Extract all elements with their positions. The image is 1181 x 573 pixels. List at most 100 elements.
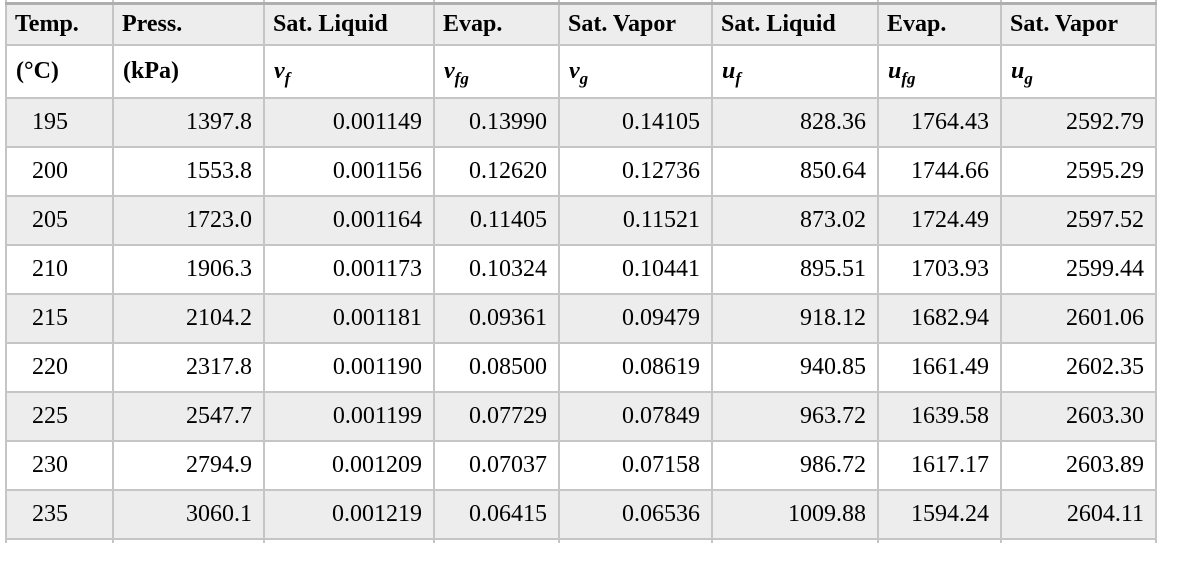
column-header: Sat. Liquid xyxy=(711,2,879,46)
data-cell: 2603.30 xyxy=(1000,391,1157,442)
data-cell: 0.10324 xyxy=(433,244,560,295)
data-cell: 0.08500 xyxy=(433,342,560,393)
data-cell: 1397.8 xyxy=(112,97,265,148)
column-header: Evap. xyxy=(433,2,560,46)
temperature-cell: 200 xyxy=(5,146,114,197)
property-symbol: vfg xyxy=(444,58,469,88)
data-cell: 2595.29 xyxy=(1000,146,1157,197)
column-symbol: vg xyxy=(558,44,713,99)
data-cell: 2597.52 xyxy=(1000,195,1157,246)
data-cell: 0.13990 xyxy=(433,97,560,148)
data-cell: 0.001209 xyxy=(263,440,435,491)
temperature-cell: 230 xyxy=(5,440,114,491)
data-cell: 0.11405 xyxy=(433,195,560,246)
data-cell: 1906.3 xyxy=(112,244,265,295)
table-header: Temp. Press. Sat. Liquid Evap. Sat. Vapor Sat… xyxy=(5,0,1157,99)
data-cell: 1594.24 xyxy=(877,489,1002,540)
table-body: 195 1397.8 0.001149 0.13990 0.14105 828.36 176… xyxy=(5,97,1157,543)
data-cell: 1723.0 xyxy=(112,195,265,246)
data-cell: 0.001199 xyxy=(263,391,435,442)
data-cell: 0.11521 xyxy=(558,195,713,246)
data-cell: 0.001190 xyxy=(263,342,435,393)
clipped-cell xyxy=(433,538,560,543)
column-header: Sat. Vapor xyxy=(558,2,713,46)
data-cell: 963.72 xyxy=(711,391,879,442)
header-label-row: Temp. Press. Sat. Liquid Evap. Sat. Vapor Sat… xyxy=(5,2,1157,46)
property-symbol: ug xyxy=(1011,58,1033,88)
data-cell: 1617.17 xyxy=(877,440,1002,491)
property-symbol: ufg xyxy=(888,58,916,88)
table-row: 195 1397.8 0.001149 0.13990 0.14105 828.36 176… xyxy=(5,97,1157,148)
saturated-water-table: Temp. Press. Sat. Liquid Evap. Sat. Vapor Sat… xyxy=(5,0,1157,543)
data-cell: 0.07849 xyxy=(558,391,713,442)
data-cell: 2547.7 xyxy=(112,391,265,442)
symbol-subscript: g xyxy=(1024,68,1033,88)
clipped-cell xyxy=(711,538,879,543)
data-cell: 1724.49 xyxy=(877,195,1002,246)
data-cell: 986.72 xyxy=(711,440,879,491)
data-cell: 2602.35 xyxy=(1000,342,1157,393)
column-header: Sat. Vapor xyxy=(1000,2,1157,46)
data-cell: 3060.1 xyxy=(112,489,265,540)
table-row: 230 2794.9 0.001209 0.07037 0.07158 986.72 161… xyxy=(5,440,1157,491)
temperature-cell: 215 xyxy=(5,293,114,344)
temperature-cell: 210 xyxy=(5,244,114,295)
data-cell: 2592.79 xyxy=(1000,97,1157,148)
data-cell: 2104.2 xyxy=(112,293,265,344)
column-header: Evap. xyxy=(877,2,1002,46)
header-symbol-row: (°C) (kPa) vf vfg vg uf ufg ug xyxy=(5,44,1157,99)
data-cell: 2603.89 xyxy=(1000,440,1157,491)
data-cell: 0.07158 xyxy=(558,440,713,491)
clipped-cell xyxy=(112,538,265,543)
data-cell: 2599.44 xyxy=(1000,244,1157,295)
symbol-subscript: f xyxy=(735,68,742,88)
clipped-cell xyxy=(263,538,435,543)
data-cell: 0.001164 xyxy=(263,195,435,246)
table-row: 225 2547.7 0.001199 0.07729 0.07849 963.72 163… xyxy=(5,391,1157,442)
data-cell: 2317.8 xyxy=(112,342,265,393)
data-cell: 0.06415 xyxy=(433,489,560,540)
table-row: 220 2317.8 0.001190 0.08500 0.08619 940.85 166… xyxy=(5,342,1157,393)
column-symbol: vfg xyxy=(433,44,560,99)
column-unit: (°C) xyxy=(5,44,114,99)
temperature-cell: 195 xyxy=(5,97,114,148)
data-cell: 1703.93 xyxy=(877,244,1002,295)
data-cell: 1009.88 xyxy=(711,489,879,540)
data-cell: 0.07037 xyxy=(433,440,560,491)
data-cell: 1764.43 xyxy=(877,97,1002,148)
column-header: Press. xyxy=(112,2,265,46)
data-cell: 940.85 xyxy=(711,342,879,393)
data-cell: 0.06536 xyxy=(558,489,713,540)
column-symbol: uf xyxy=(711,44,879,99)
data-cell: 1553.8 xyxy=(112,146,265,197)
data-cell: 895.51 xyxy=(711,244,879,295)
data-cell: 828.36 xyxy=(711,97,879,148)
data-cell: 1682.94 xyxy=(877,293,1002,344)
temperature-cell: 220 xyxy=(5,342,114,393)
data-cell: 1661.49 xyxy=(877,342,1002,393)
data-cell: 1639.58 xyxy=(877,391,1002,442)
table-row: 210 1906.3 0.001173 0.10324 0.10441 895.51 170… xyxy=(5,244,1157,295)
table-row: 205 1723.0 0.001164 0.11405 0.11521 873.02 172… xyxy=(5,195,1157,246)
symbol-subscript: g xyxy=(579,68,589,88)
data-cell: 2604.11 xyxy=(1000,489,1157,540)
data-cell: 0.14105 xyxy=(558,97,713,148)
data-cell: 0.07729 xyxy=(433,391,560,442)
data-cell: 0.001219 xyxy=(263,489,435,540)
data-cell: 0.001173 xyxy=(263,244,435,295)
property-symbol: uf xyxy=(722,58,742,88)
data-cell: 2601.06 xyxy=(1000,293,1157,344)
table-row: 200 1553.8 0.001156 0.12620 0.12736 850.64 174… xyxy=(5,146,1157,197)
clipped-cell xyxy=(877,538,1002,543)
data-cell: 0.12620 xyxy=(433,146,560,197)
column-symbol: ug xyxy=(1000,44,1157,99)
symbol-subscript: f xyxy=(284,68,291,88)
data-cell: 918.12 xyxy=(711,293,879,344)
data-cell: 0.12736 xyxy=(558,146,713,197)
data-cell: 850.64 xyxy=(711,146,879,197)
data-cell: 873.02 xyxy=(711,195,879,246)
clipped-cell xyxy=(5,538,114,543)
column-unit: (kPa) xyxy=(112,44,265,99)
symbol-subscript: fg xyxy=(454,68,469,88)
data-cell: 0.001149 xyxy=(263,97,435,148)
